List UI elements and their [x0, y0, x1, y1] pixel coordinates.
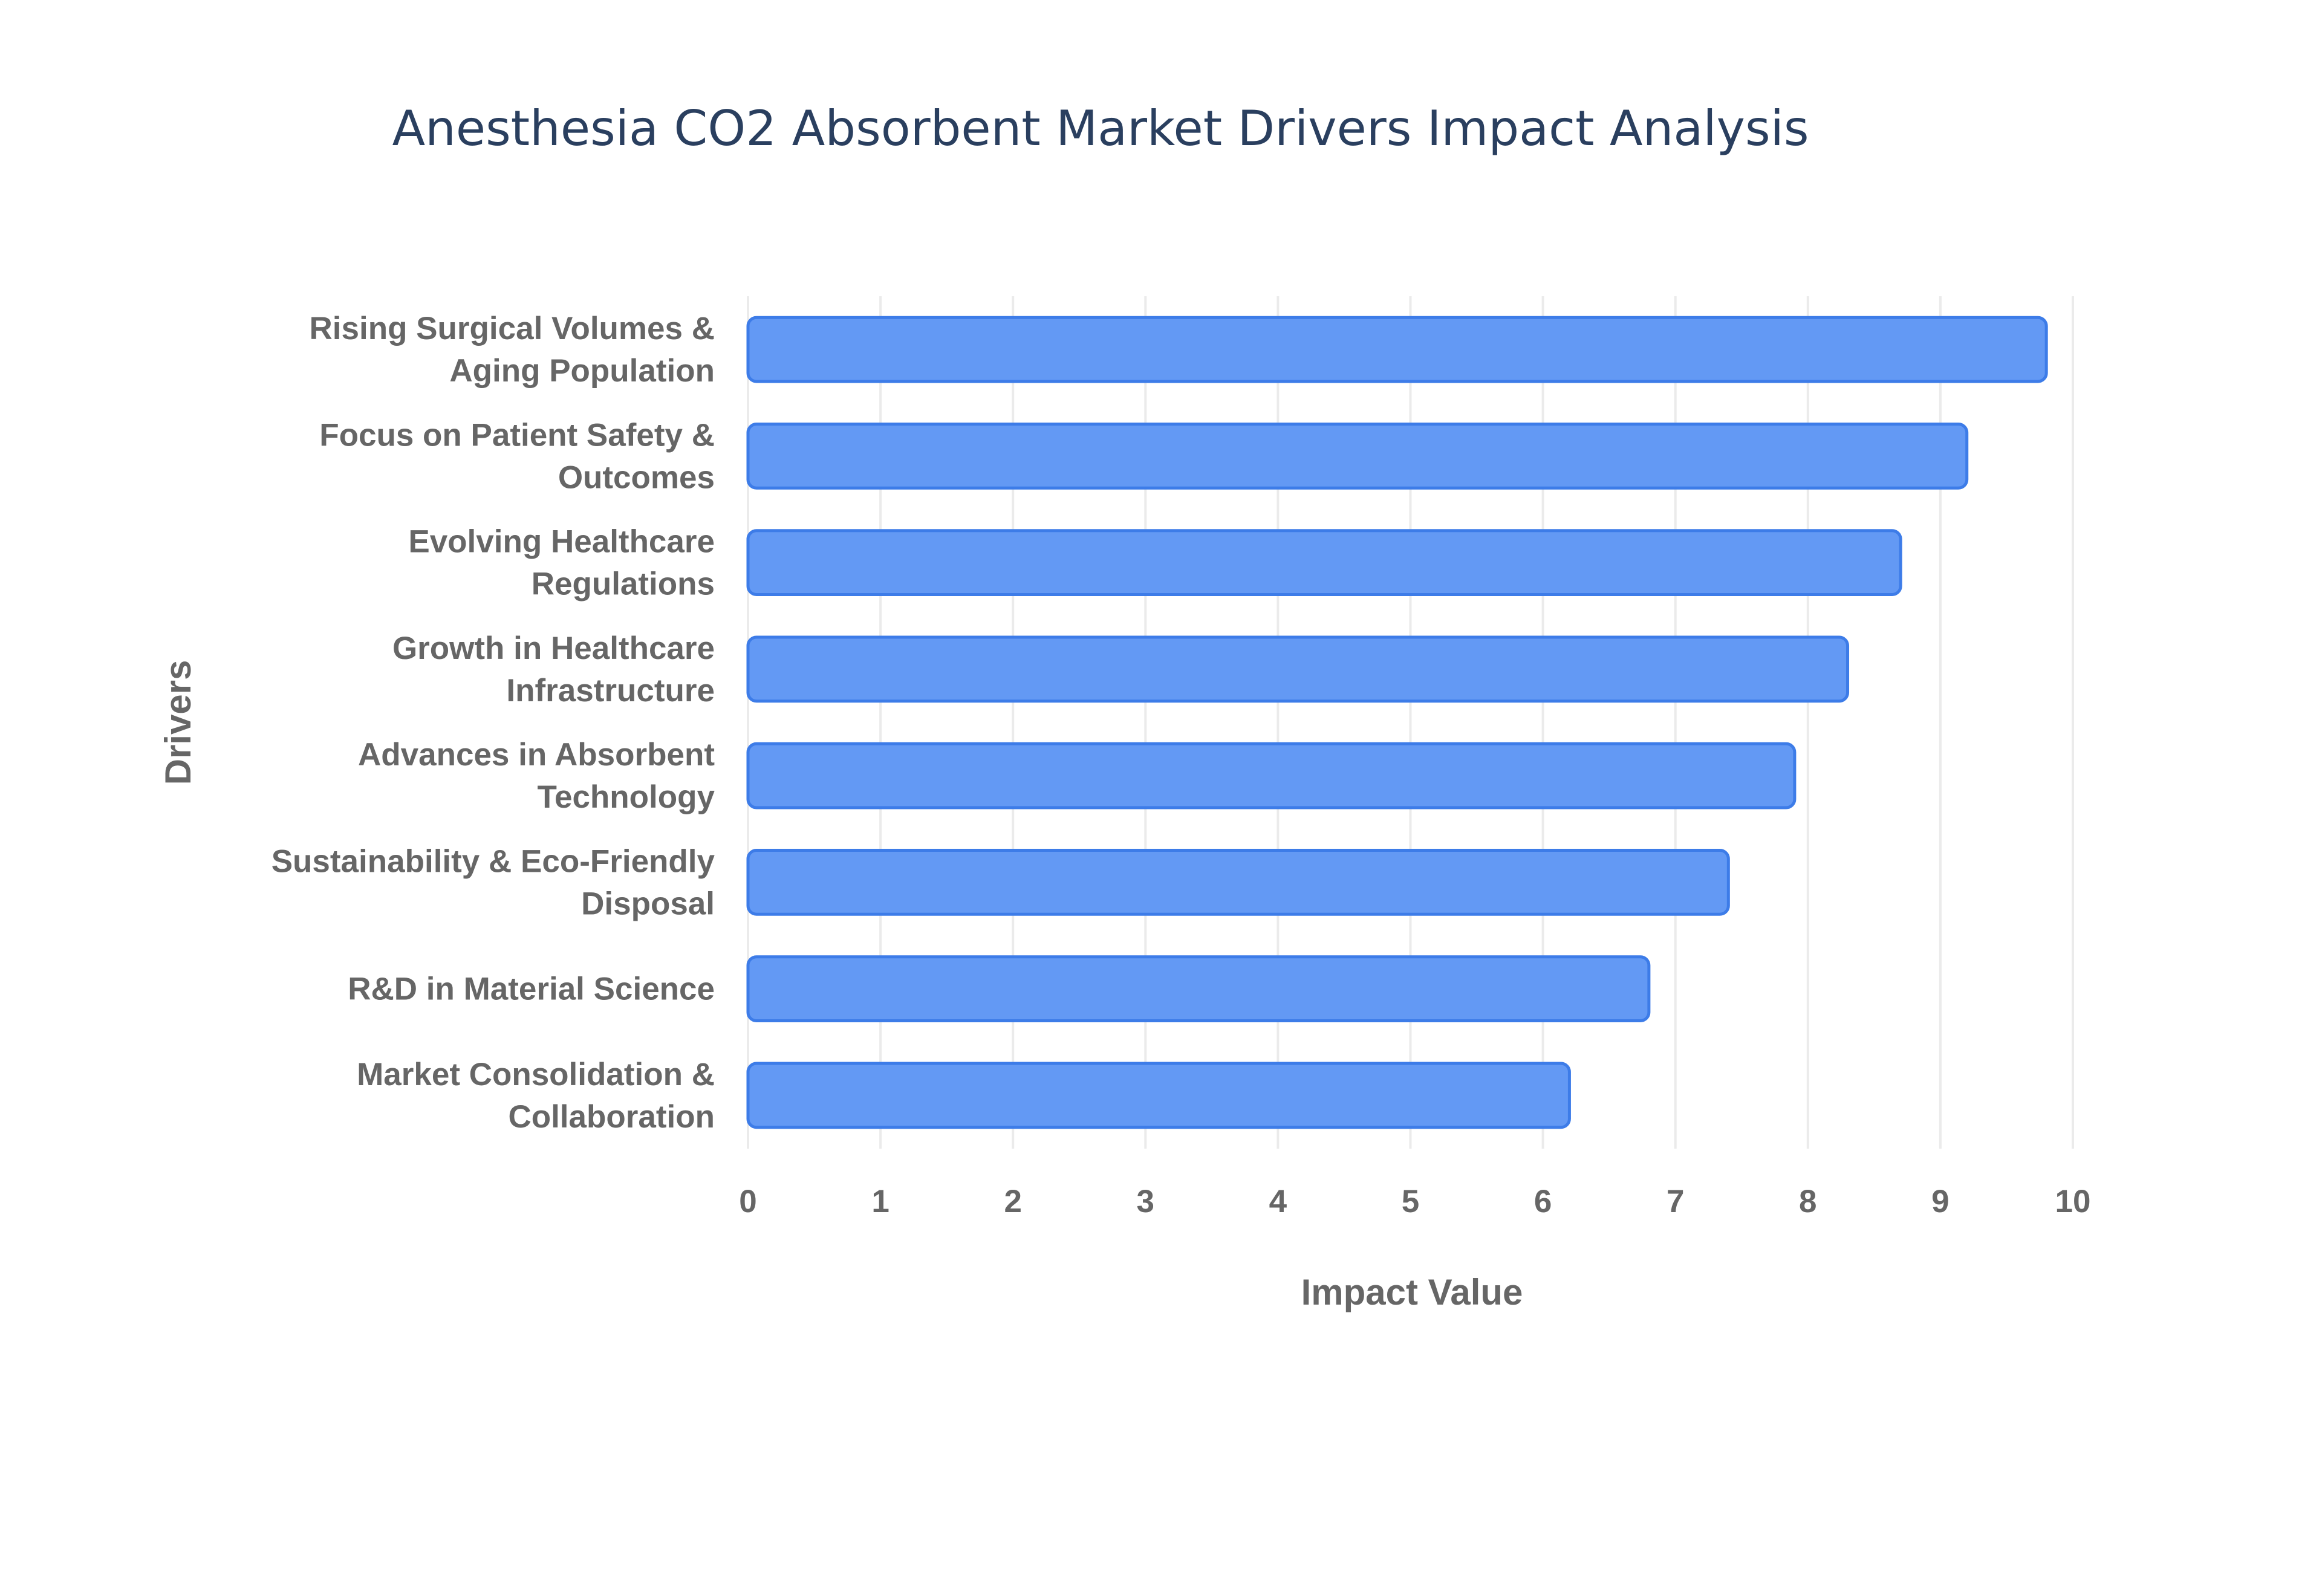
- x-tick-label: 4: [1269, 1184, 1287, 1219]
- category-label-line: Aging Population: [449, 353, 715, 389]
- category-label-line: Sustainability & Eco-Friendly: [272, 843, 715, 879]
- category-label-line: Collaboration: [508, 1099, 715, 1135]
- category-label-line: Regulations: [532, 566, 715, 602]
- category-label-line: Evolving Healthcare: [408, 524, 715, 560]
- category-label-line: Advances in Absorbent: [358, 737, 715, 773]
- category-label: Rising Surgical Volumes & Aging Populatio…: [310, 311, 715, 389]
- bar: [746, 955, 1651, 1022]
- x-tick-label: 3: [1137, 1184, 1154, 1219]
- bar: [746, 316, 2048, 383]
- y-axis-title: Drivers: [158, 660, 198, 785]
- category-label-line: Infrastructure: [506, 673, 715, 709]
- x-tick-label: 2: [1004, 1184, 1021, 1219]
- category-label: Advances in Absorbent Technology: [358, 737, 715, 815]
- category-label-line: Growth in Healthcare: [392, 631, 715, 666]
- category-label: R&D in Material Science: [348, 972, 715, 1007]
- x-tick-label: 8: [1799, 1184, 1816, 1219]
- category-label: Sustainability & Eco-Friendly Disposal: [272, 843, 715, 921]
- category-label-line: Disposal: [581, 886, 715, 921]
- x-tick-label: 5: [1402, 1184, 1419, 1219]
- category-label-line: Technology: [538, 779, 715, 815]
- x-tick-label: 0: [739, 1184, 756, 1219]
- x-tick-label: 9: [1931, 1184, 1949, 1219]
- category-label: Focus on Patient Safety & Outcomes: [319, 417, 715, 495]
- category-labels: Rising Surgical Volumes & Aging Populatio…: [272, 311, 715, 1135]
- x-tick-label: 7: [1667, 1184, 1684, 1219]
- category-label: Evolving Healthcare Regulations: [408, 524, 715, 602]
- bar: [746, 742, 1797, 809]
- category-label-line: R&D in Material Science: [348, 972, 715, 1007]
- bar: [746, 423, 1969, 490]
- x-tick-labels: 0 1 2 3 4 5 6 7 8 9 10: [739, 1184, 2090, 1219]
- category-label-line: Outcomes: [558, 459, 715, 495]
- bar: [746, 1062, 1571, 1129]
- category-label: Growth in Healthcare Infrastructure: [392, 631, 715, 709]
- x-tick-label: 10: [2055, 1184, 2091, 1219]
- bar: [746, 529, 1902, 596]
- category-label-line: Market Consolidation &: [357, 1057, 715, 1092]
- x-axis-title: Impact Value: [1301, 1272, 1523, 1312]
- category-label-line: Focus on Patient Safety &: [319, 417, 715, 453]
- bar: [746, 635, 1850, 703]
- category-label-line: Rising Surgical Volumes &: [310, 311, 715, 346]
- chart-title: Anesthesia CO2 Absorbent Market Drivers …: [392, 100, 1809, 157]
- bars: [746, 316, 2048, 1129]
- x-tick-label: 1: [871, 1184, 889, 1219]
- category-label: Market Consolidation & Collaboration: [357, 1057, 715, 1135]
- bar: [746, 849, 1730, 916]
- x-tick-label: 6: [1534, 1184, 1552, 1219]
